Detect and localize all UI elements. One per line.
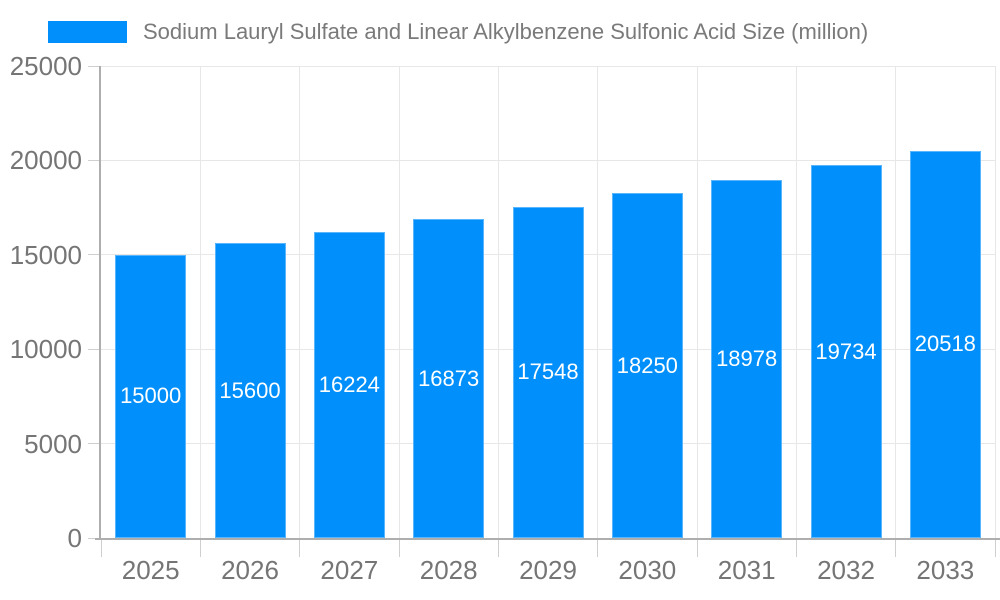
x-axis-label: 2030 — [618, 555, 677, 585]
legend[interactable]: Sodium Lauryl Sulfate and Linear Alkylbe… — [48, 21, 868, 43]
x-gridline — [299, 66, 301, 538]
bar-2029[interactable] — [512, 206, 584, 538]
x-tick — [696, 540, 698, 557]
x-tick — [398, 540, 400, 557]
x-gridline — [398, 66, 400, 538]
x-gridline — [895, 66, 897, 538]
x-axis-label: 2029 — [519, 555, 577, 585]
bar-2032[interactable] — [810, 165, 882, 538]
y-axis-label: 5000 — [24, 428, 82, 459]
x-gridline — [199, 66, 201, 538]
x-gridline — [696, 66, 698, 538]
x-axis-label: 2027 — [320, 555, 379, 585]
bar-2028[interactable] — [413, 219, 485, 538]
x-axis-label: 2032 — [817, 555, 875, 585]
bar-value-label: 15600 — [219, 377, 281, 403]
x-axis-line — [95, 538, 1000, 540]
x-gridline — [795, 66, 797, 538]
x-tick — [199, 540, 201, 557]
bar-value-label: 16224 — [318, 371, 380, 397]
x-gridline — [497, 66, 499, 538]
y-axis-line — [99, 66, 101, 540]
y-tick — [88, 65, 101, 67]
y-axis-label: 10000 — [9, 334, 82, 365]
legend-label: Sodium Lauryl Sulfate and Linear Alkylbe… — [143, 19, 869, 44]
y-axis-label: 15000 — [9, 239, 82, 270]
y-axis-label: 25000 — [9, 51, 82, 81]
y-tick — [88, 443, 101, 445]
x-gridline — [597, 66, 599, 538]
bar-2026[interactable] — [214, 243, 286, 538]
y-tick — [88, 537, 101, 539]
bar-value-label: 19734 — [815, 338, 877, 364]
x-axis-label: 2033 — [916, 555, 975, 585]
x-gridline — [994, 66, 996, 538]
y-axis-label: 20000 — [9, 145, 82, 176]
x-axis-label: 2028 — [419, 555, 478, 585]
y-tick — [88, 348, 101, 350]
bar-value-label: 17548 — [517, 359, 579, 385]
x-tick — [597, 540, 599, 557]
x-axis-label: 2031 — [717, 555, 776, 585]
x-tick — [100, 540, 102, 557]
x-tick — [299, 540, 301, 557]
bar-2033[interactable] — [909, 150, 981, 538]
bar-value-label: 18250 — [616, 352, 678, 378]
x-tick — [895, 540, 897, 557]
bar-2025[interactable] — [115, 254, 187, 538]
legend-swatch — [48, 21, 127, 43]
bar-2030[interactable] — [611, 193, 683, 538]
x-tick — [497, 540, 499, 557]
bar-2031[interactable] — [711, 179, 783, 538]
y-tick — [88, 254, 101, 256]
bar-value-label: 16873 — [418, 365, 480, 391]
bar-value-label: 15000 — [120, 383, 182, 409]
y-tick — [88, 159, 101, 161]
bar-2027[interactable] — [313, 231, 385, 538]
y-gridline — [101, 159, 995, 161]
y-axis-label: 0 — [67, 523, 82, 553]
x-axis-label: 2026 — [221, 555, 279, 585]
x-tick — [795, 540, 797, 557]
y-gridline — [101, 65, 995, 67]
bar-value-label: 18978 — [716, 345, 778, 371]
bar-value-label: 20518 — [914, 331, 976, 357]
x-tick — [994, 540, 996, 557]
x-axis-label: 2025 — [121, 555, 180, 585]
